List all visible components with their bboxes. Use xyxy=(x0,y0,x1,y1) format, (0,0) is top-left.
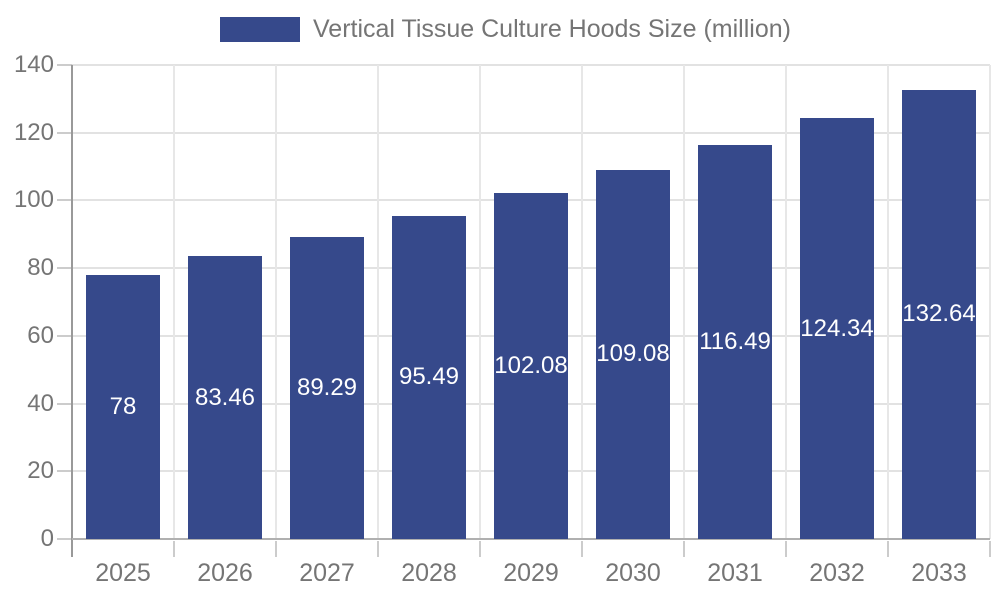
x-tick-label-2030: 2030 xyxy=(605,559,661,587)
y-tick-40 xyxy=(57,402,72,405)
bar-2029[interactable] xyxy=(494,193,568,539)
y-tick-100 xyxy=(57,199,72,202)
legend[interactable]: Vertical Tissue Culture Hoods Size (mill… xyxy=(220,15,791,44)
x-tick-2 xyxy=(275,541,277,557)
x-tick-label-2031: 2031 xyxy=(707,559,763,587)
y-tick-label-140: 140 xyxy=(13,51,54,78)
bar-2030[interactable] xyxy=(596,169,670,539)
y-tick-label-100: 100 xyxy=(13,186,54,214)
y-tick-label-80: 80 xyxy=(27,254,54,282)
x-tick-label-2025: 2025 xyxy=(95,559,151,587)
v-gridline-5 xyxy=(581,65,583,539)
x-tick-label-2027: 2027 xyxy=(299,559,355,587)
y-tick-140 xyxy=(57,64,72,66)
y-tick-label-20: 20 xyxy=(27,457,54,485)
x-tick-label-2026: 2026 xyxy=(197,559,253,587)
y-axis-line xyxy=(71,65,73,557)
y-tick-60 xyxy=(57,334,72,337)
x-tick-7 xyxy=(785,541,787,557)
h-gridline-140 xyxy=(72,64,990,66)
y-tick-0 xyxy=(57,538,72,540)
bar-2027[interactable] xyxy=(290,236,364,539)
v-gridline-8 xyxy=(887,65,889,539)
x-tick-5 xyxy=(581,541,583,557)
bar-2033[interactable] xyxy=(902,89,976,539)
bar-2026[interactable] xyxy=(188,256,262,539)
x-tick-6 xyxy=(683,541,685,557)
x-tick-label-2029: 2029 xyxy=(503,559,559,587)
bar-2031[interactable] xyxy=(698,144,772,539)
y-tick-label-60: 60 xyxy=(27,321,54,349)
v-gridline-6 xyxy=(683,65,685,539)
v-gridline-4 xyxy=(479,65,481,539)
x-axis-line xyxy=(72,538,990,540)
v-gridline-1 xyxy=(173,65,175,539)
bar-2032[interactable] xyxy=(800,118,874,539)
v-gridline-3 xyxy=(377,65,379,539)
x-tick-3 xyxy=(377,541,379,557)
x-tick-9 xyxy=(989,541,991,557)
y-tick-label-120: 120 xyxy=(13,118,54,146)
y-tick-label-0: 0 xyxy=(40,525,54,552)
bar-2028[interactable] xyxy=(392,215,466,539)
v-gridline-7 xyxy=(785,65,787,539)
y-tick-label-40: 40 xyxy=(27,389,54,417)
legend-swatch xyxy=(220,17,300,42)
x-tick-8 xyxy=(887,541,889,557)
x-tick-label-2033: 2033 xyxy=(911,559,967,587)
y-tick-80 xyxy=(57,267,72,270)
x-tick-label-2032: 2032 xyxy=(809,559,865,587)
legend-label: Vertical Tissue Culture Hoods Size (mill… xyxy=(313,15,791,43)
x-tick-label-2028: 2028 xyxy=(401,559,457,587)
v-gridline-9 xyxy=(989,65,991,539)
v-gridline-2 xyxy=(275,65,277,539)
y-tick-20 xyxy=(57,470,72,473)
bar-2025[interactable] xyxy=(86,274,160,539)
x-tick-1 xyxy=(173,541,175,557)
y-tick-120 xyxy=(57,131,72,134)
h-gridline-120 xyxy=(72,131,990,134)
x-tick-4 xyxy=(479,541,481,557)
